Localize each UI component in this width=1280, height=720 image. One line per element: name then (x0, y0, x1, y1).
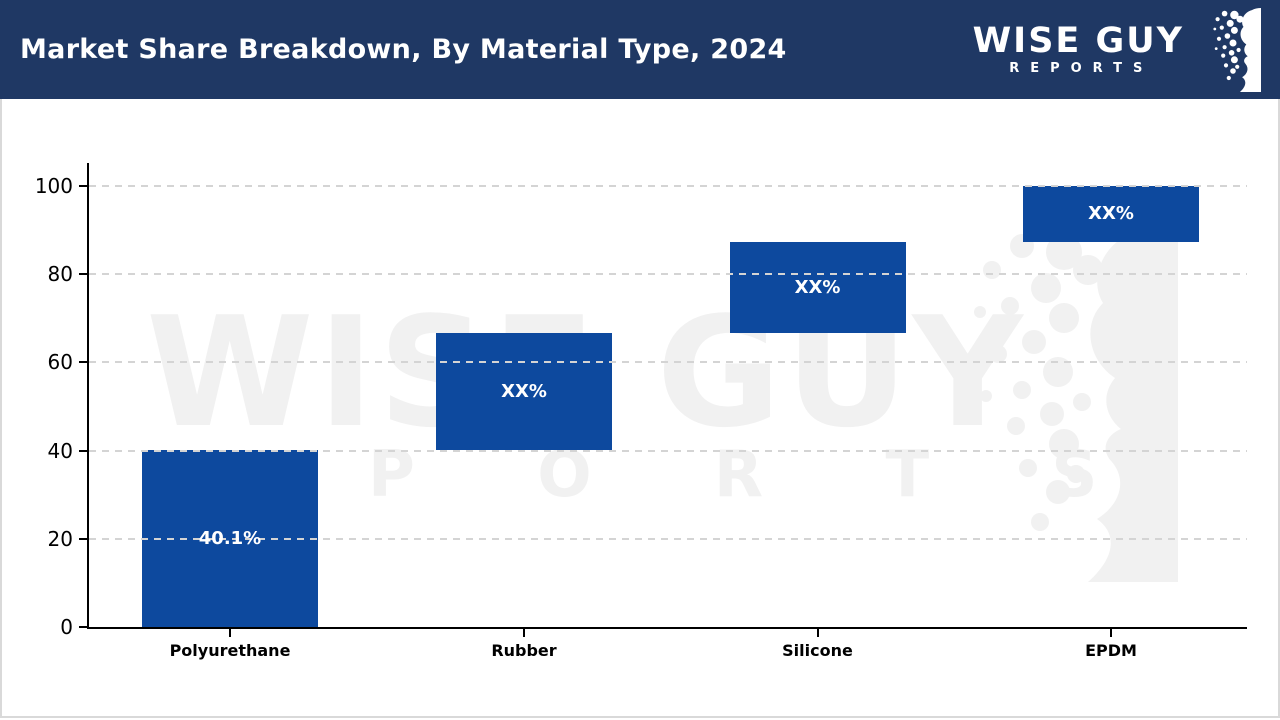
x-tick-label-epdm: EPDM (1085, 641, 1137, 660)
y-tick-40 (79, 449, 87, 452)
gridline-y80 (89, 273, 1247, 276)
y-tick-label-80: 80 (47, 262, 73, 287)
bar-value-label: XX% (501, 380, 547, 402)
x-axis-line (87, 627, 1247, 629)
brand-name: WISE GUY (972, 21, 1184, 61)
x-tick-epdm (1110, 629, 1112, 637)
bar-silicone (729, 242, 906, 334)
y-tick-label-40: 40 (47, 438, 73, 463)
gridline-y20 (89, 537, 1247, 540)
x-tick-silicone (816, 629, 819, 637)
bar-value-label: XX% (794, 276, 841, 298)
gridline-y60 (89, 361, 1247, 364)
x-tick-label-silicone: Silicone (782, 641, 853, 660)
x-tick-polyurethane (229, 629, 231, 637)
bar-epdm (1023, 186, 1199, 242)
bar-value-label: 40.1% (198, 527, 262, 549)
y-tick-0 (79, 626, 87, 628)
dotted-face-icon (1213, 7, 1261, 92)
y-tick-60 (79, 361, 87, 364)
x-tick-label-polyurethane: Polyurethane (169, 641, 291, 660)
bar-rubber (436, 333, 612, 451)
gridline-y100 (89, 185, 1247, 187)
y-tick-label-60: 60 (47, 350, 73, 375)
bar-value-label: XX% (1088, 203, 1134, 224)
gridline-y40 (89, 449, 1247, 452)
y-tick-label-100: 100 (34, 174, 73, 198)
y-tick-100 (79, 185, 87, 187)
brand-logo: WISE GUY REPORTS (973, 0, 1262, 99)
brand-logo-text: WISE GUY REPORTS (973, 23, 1184, 76)
page-title: Market Share Breakdown, By Material Type… (20, 34, 787, 65)
y-tick-20 (79, 537, 87, 540)
x-tick-label-rubber: Rubber (491, 641, 557, 660)
y-tick-80 (79, 273, 87, 276)
y-tick-label-0: 0 (60, 615, 73, 639)
y-tick-label-20: 20 (47, 526, 73, 551)
watermark-face-icon (974, 222, 1178, 582)
brand-subtitle: REPORTS (1009, 61, 1154, 76)
x-tick-rubber (523, 629, 525, 637)
y-axis-line (87, 163, 89, 629)
header-bar: Market Share Breakdown, By Material Type… (0, 0, 1280, 99)
